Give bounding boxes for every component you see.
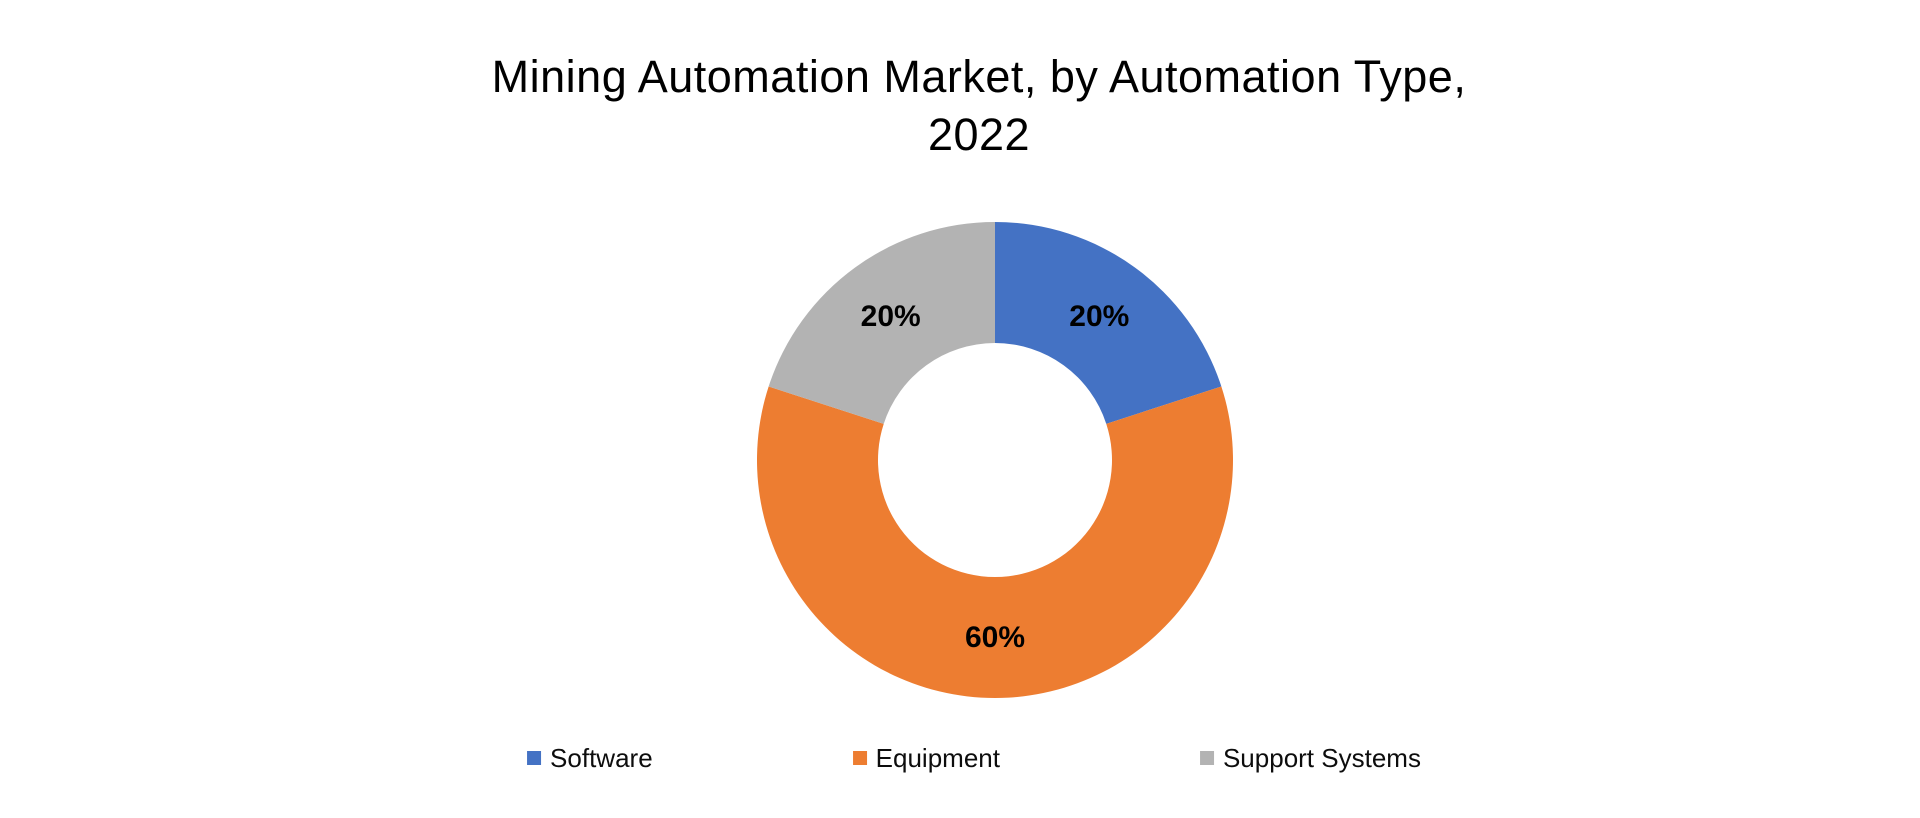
legend-label-support-systems: Support Systems <box>1222 743 1421 773</box>
legend-label-equipment: Equipment <box>875 743 1000 773</box>
chart-title-line-1: Mining Automation Market, by Automation … <box>491 51 1467 102</box>
donut-slice-software <box>995 222 1222 424</box>
data-label-equipment: 60% <box>965 621 1025 654</box>
legend-label-software: Software <box>550 743 653 773</box>
chart-legend: Software Equipment Support Systems <box>527 742 1421 774</box>
chart-title: Mining Automation Market, by Automation … <box>329 48 1629 164</box>
legend-swatch-equipment-icon <box>852 751 867 765</box>
legend-item-software: Software <box>527 742 653 774</box>
legend-swatch-support-systems-icon <box>1199 751 1214 765</box>
legend-swatch-software-icon <box>527 751 542 765</box>
donut-slice-equipment <box>757 386 1233 699</box>
legend-item-equipment: Equipment <box>852 742 1000 774</box>
donut-slice-support-systems <box>768 222 995 424</box>
data-label-support-systems: 20% <box>861 300 921 333</box>
legend-item-support-systems: Support Systems <box>1199 742 1421 774</box>
data-label-software: 20% <box>1069 300 1129 333</box>
chart-title-line-2: 2022 <box>927 109 1031 160</box>
